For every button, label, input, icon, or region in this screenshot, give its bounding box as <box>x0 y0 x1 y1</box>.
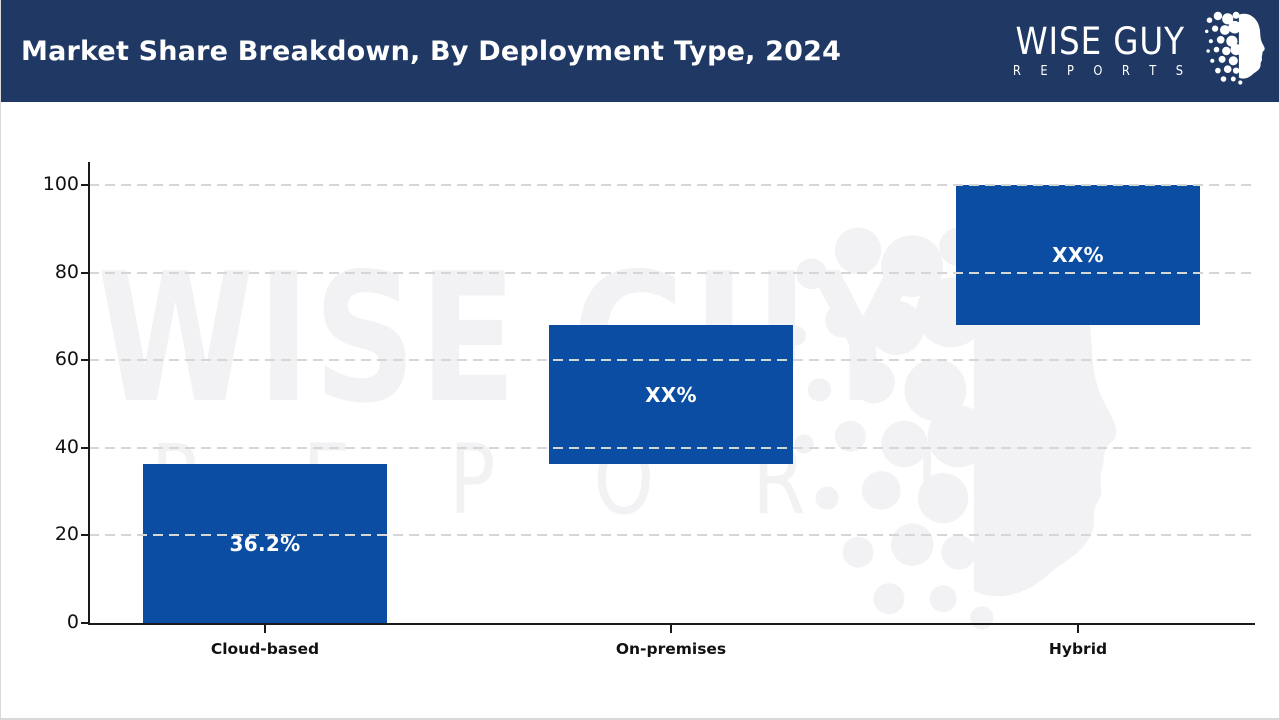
bar-cloud-based: 36.2% <box>143 464 387 623</box>
y-tick-mark-60 <box>81 359 89 362</box>
gridline-20 <box>89 534 1254 537</box>
y-tick-label-40: 40 <box>54 435 79 458</box>
x-tick-mark-on-premises <box>670 625 672 633</box>
chart-area: WISE GUY R E P O R T S 0 20 40 60 80 100 36.2%… <box>1 102 1279 718</box>
watermark-wordmark: WISE GUY <box>97 235 918 442</box>
y-tick-label-20: 20 <box>54 523 79 546</box>
gridline-100 <box>89 184 1254 186</box>
x-axis-line <box>88 623 1255 625</box>
brand-logo: WISE GUY R E P O R T S <box>997 5 1267 97</box>
logo-subtitle: R E P O R T S <box>1012 64 1191 79</box>
y-tick-mark-100 <box>81 184 89 186</box>
header-banner: Market Share Breakdown, By Deployment Ty… <box>1 0 1279 102</box>
bar-value-label: XX% <box>645 382 697 407</box>
y-tick-mark-0 <box>81 622 89 624</box>
logo-wordmark-block: WISE GUY R E P O R T S <box>1009 23 1191 79</box>
bar-on-premises: XX% <box>549 325 793 465</box>
page-title: Market Share Breakdown, By Deployment Ty… <box>21 35 842 67</box>
y-tick-mark-20 <box>81 534 89 537</box>
y-tick-label-100: 100 <box>42 173 79 195</box>
y-axis-line <box>88 162 90 625</box>
bar-value-label: XX% <box>1052 243 1104 268</box>
gridline-40 <box>89 446 1254 449</box>
x-tick-label-hybrid: Hybrid <box>1048 640 1108 658</box>
x-tick-label-cloud-based: Cloud-based <box>210 640 320 658</box>
y-tick-mark-40 <box>81 446 89 449</box>
y-tick-mark-80 <box>81 271 89 274</box>
x-tick-mark-hybrid <box>1077 625 1079 633</box>
x-tick-mark-cloud-based <box>264 625 266 633</box>
y-tick-label-0: 0 <box>66 611 79 633</box>
gridline-80 <box>89 271 1254 274</box>
y-tick-label-80: 80 <box>54 260 79 283</box>
gridline-60 <box>89 359 1254 362</box>
logo-wordmark: WISE GUY <box>1015 20 1185 63</box>
wise-guy-face-icon <box>1201 9 1267 93</box>
y-tick-label-60: 60 <box>54 348 79 371</box>
x-tick-label-on-premises: On-premises <box>615 640 727 658</box>
bar-hybrid: XX% <box>956 185 1200 326</box>
